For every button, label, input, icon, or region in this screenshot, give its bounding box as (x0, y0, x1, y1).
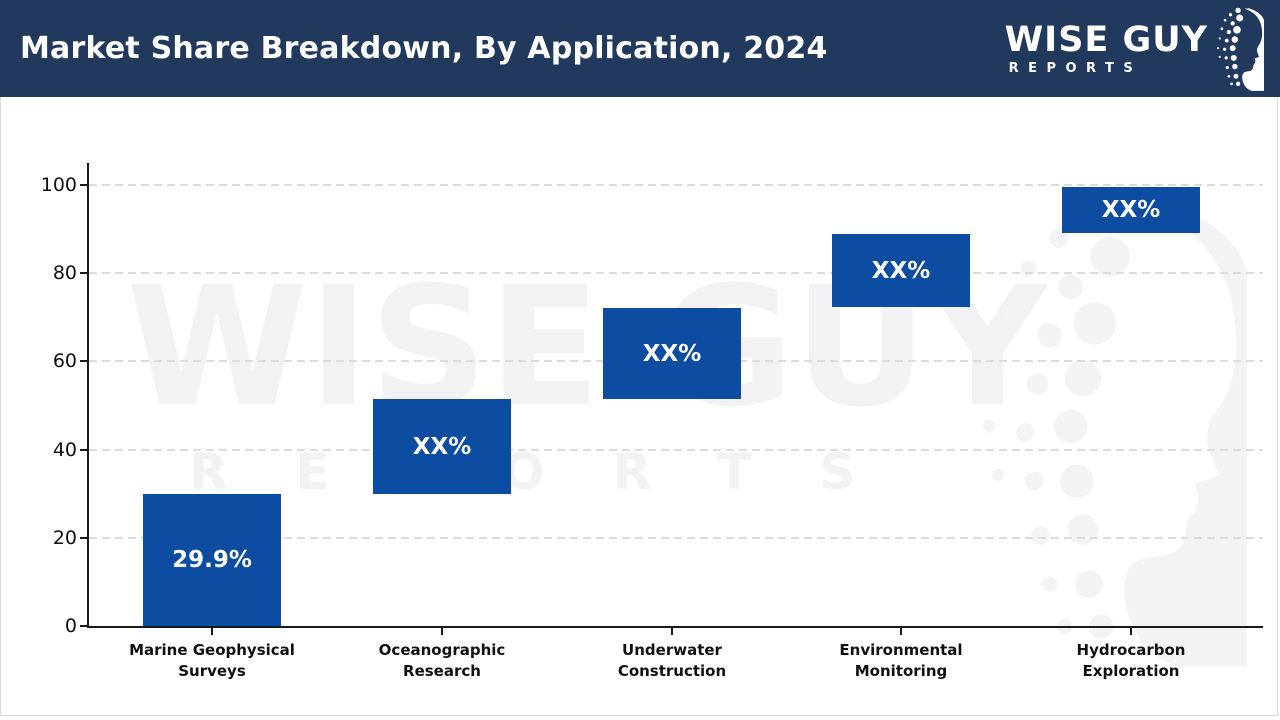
category-label-3: Underwater Construction (572, 640, 772, 682)
y-tick-label-40: 40 (52, 438, 77, 461)
y-tick-label-60: 60 (52, 350, 77, 373)
bar-4: XX% (832, 233, 970, 308)
y-tick-80 (80, 272, 88, 275)
y-tick-label-80: 80 (52, 262, 77, 285)
x-axis-line (87, 626, 1263, 628)
y-tick-label-0: 0 (64, 615, 77, 637)
bar-2: XX% (373, 399, 511, 495)
gridline-40 (89, 448, 1263, 451)
category-label-1: Marine Geophysical Surveys (112, 640, 312, 682)
category-label-5: Hydrocarbon Exploration (1031, 640, 1231, 682)
y-tick-100 (80, 184, 88, 186)
bar-value-label: XX% (642, 340, 702, 367)
page-title: Market Share Breakdown, By Application, … (20, 31, 828, 66)
category-label-line: Marine Geophysical (129, 641, 295, 659)
y-tick-label-20: 20 (52, 526, 77, 549)
bar-value-label: XX% (1101, 197, 1161, 224)
watermark-face (982, 199, 1247, 666)
logo-text: WISE GUY REPORTS (1004, 19, 1208, 76)
gridline-80 (89, 272, 1263, 275)
category-label-line: Construction (617, 662, 727, 680)
y-tick-20 (80, 536, 88, 539)
gridline-100 (89, 184, 1263, 186)
bar-value-label: 29.9% (172, 547, 252, 574)
category-label-line: Environmental (839, 641, 963, 659)
category-label-line: Monitoring (854, 662, 948, 680)
logo-face-icon (1217, 7, 1264, 91)
y-tick-60 (80, 360, 88, 363)
header-band: Market Share Breakdown, By Application, … (0, 0, 1280, 97)
category-label-line: Oceanographic (378, 641, 506, 659)
logo-wordmark: WISE GUY (1004, 19, 1208, 60)
x-tick-1 (211, 628, 213, 635)
category-label-line: Exploration (1082, 662, 1180, 680)
x-tick-4 (900, 628, 902, 635)
x-tick-3 (671, 628, 673, 635)
gridline-20 (89, 536, 1263, 539)
x-tick-2 (441, 628, 443, 635)
y-tick-40 (80, 448, 88, 451)
x-tick-5 (1130, 628, 1132, 635)
watermark-subtitle: REPORTS (189, 443, 924, 501)
category-label-4: Environmental Monitoring (801, 640, 1001, 682)
wise-guy-logo: WISE GUY REPORTS (1005, 7, 1264, 91)
bar-3: XX% (603, 308, 741, 400)
bar-5: XX% (1062, 187, 1200, 234)
logo-subtitle: REPORTS (1008, 60, 1143, 76)
category-label-line: Hydrocarbon (1076, 641, 1186, 659)
y-tick-0 (80, 625, 88, 627)
bar-1: 29.9% (143, 494, 281, 626)
chart-panel: WISE GUY REPORTS 0 20 40 60 80 100 29.9% Marine… (0, 97, 1278, 716)
bar-value-label: XX% (412, 433, 472, 460)
category-label-2: Oceanographic Research (342, 640, 542, 682)
y-axis-line (87, 163, 89, 628)
bar-value-label: XX% (871, 257, 931, 284)
category-label-line: Research (403, 662, 481, 680)
y-tick-label-100: 100 (40, 174, 77, 196)
category-label-line: Underwater (622, 641, 722, 659)
category-label-line: Surveys (178, 662, 246, 680)
